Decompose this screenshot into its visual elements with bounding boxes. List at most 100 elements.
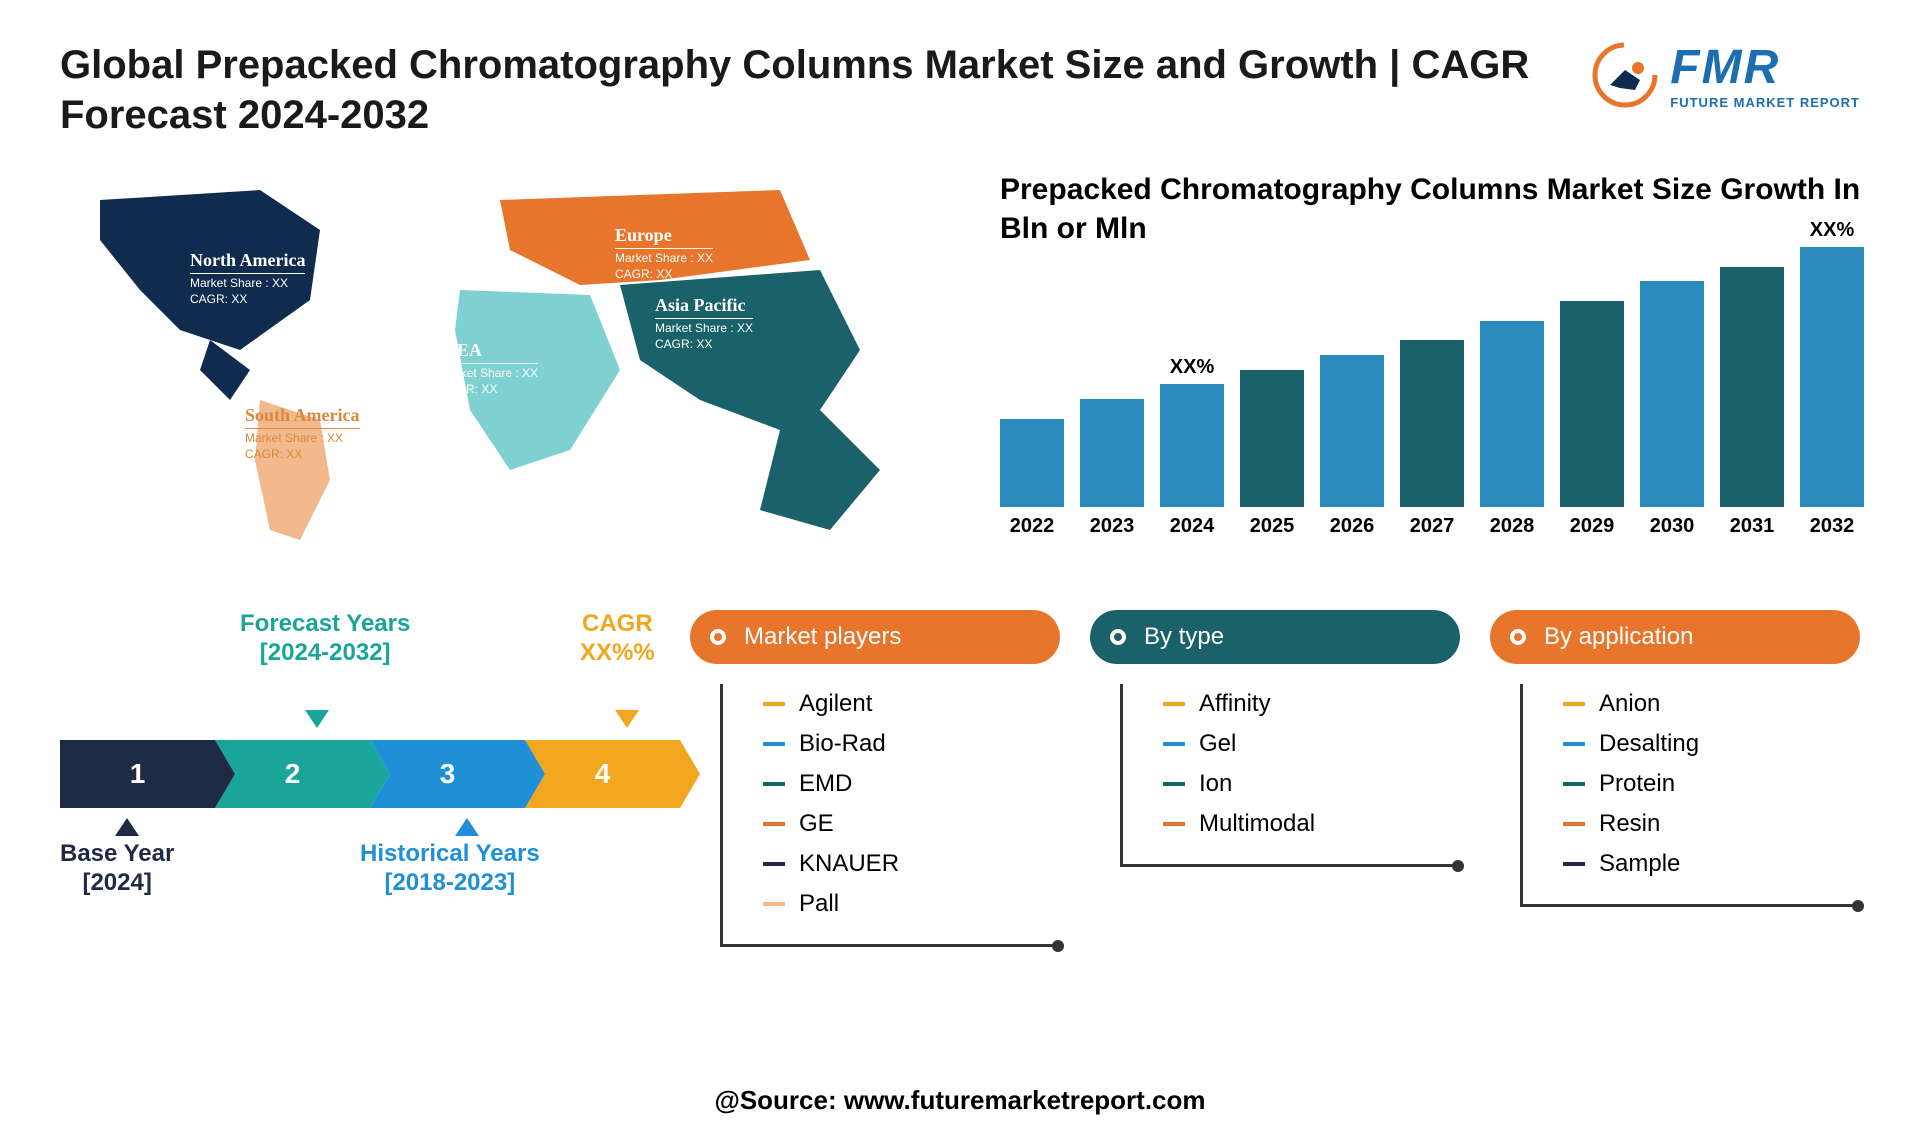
timeline-label: CAGRXX%%	[580, 610, 655, 668]
category-item-label: Affinity	[1199, 690, 1271, 718]
tick-icon	[1563, 862, 1585, 866]
category-item: Pall	[763, 884, 1040, 924]
region-label-mea: MEAMarket Share : XXCAGR: XX	[440, 340, 538, 397]
bar-2025: 2025	[1240, 370, 1304, 538]
category-item-label: Gel	[1199, 730, 1236, 758]
category-item: Protein	[1563, 764, 1840, 804]
category-item: Desalting	[1563, 724, 1840, 764]
category-item: KNAUER	[763, 844, 1040, 884]
tick-icon	[763, 862, 785, 866]
bar-2031: 2031	[1720, 267, 1784, 538]
category-item-label: Ion	[1199, 770, 1232, 798]
category-item: Gel	[1163, 724, 1440, 764]
category-item: Multimodal	[1163, 804, 1440, 844]
bar-2024: XX%2024	[1160, 384, 1224, 538]
timeline-label: Forecast Years[2024-2032]	[240, 610, 410, 668]
top-section: North AmericaMarket Share : XXCAGR: XXSo…	[60, 170, 1860, 550]
logo-subtitle: FUTURE MARKET REPORT	[1670, 95, 1860, 110]
page-title: Global Prepacked Chromatography Columns …	[60, 40, 1560, 140]
bar-rect	[1800, 247, 1864, 507]
category-item-label: Protein	[1599, 770, 1675, 798]
category-item: Sample	[1563, 844, 1840, 884]
category-item: EMD	[763, 764, 1040, 804]
tick-icon	[763, 742, 785, 746]
bar-2026: 2026	[1320, 355, 1384, 538]
bar-year-label: 2022	[1010, 515, 1055, 538]
bar-year-label: 2032	[1810, 515, 1855, 538]
category-item-label: Pall	[799, 890, 839, 918]
bottom-section: 1234 Forecast Years[2024-2032] CAGRXX%% Bas…	[60, 610, 1860, 947]
tick-icon	[1563, 782, 1585, 786]
category-by-application: By application Anion Desalting Protein Resin…	[1490, 610, 1860, 947]
dot-icon	[1510, 629, 1526, 645]
bar-2022: 2022	[1000, 419, 1064, 538]
bar-rect	[1080, 399, 1144, 507]
category-item-label: EMD	[799, 770, 852, 798]
region-label-europe: EuropeMarket Share : XXCAGR: XX	[615, 225, 713, 282]
timeline-arrow-icon	[455, 818, 479, 836]
category-item: Agilent	[763, 684, 1040, 724]
bar-year-label: 2030	[1650, 515, 1695, 538]
timeline-bar: 1234	[60, 740, 680, 808]
category-pill: By application	[1490, 610, 1860, 664]
bar-rect	[1320, 355, 1384, 507]
header: Global Prepacked Chromatography Columns …	[60, 40, 1860, 140]
bar-chart-title: Prepacked Chromatography Columns Market …	[1000, 170, 1864, 248]
timeline-arrow-icon	[305, 710, 329, 728]
category-pill: By type	[1090, 610, 1460, 664]
category-item-label: KNAUER	[799, 850, 899, 878]
tick-icon	[763, 782, 785, 786]
bar-annotation: XX%	[1170, 356, 1214, 379]
tick-icon	[1163, 782, 1185, 786]
tick-icon	[1163, 742, 1185, 746]
category-item-label: Agilent	[799, 690, 872, 718]
timeline-arrow-icon	[115, 818, 139, 836]
bar-year-label: 2031	[1730, 515, 1775, 538]
category-item: Anion	[1563, 684, 1840, 724]
category-title: By application	[1544, 623, 1693, 651]
category-item-label: Anion	[1599, 690, 1660, 718]
tick-icon	[763, 702, 785, 706]
category-item-label: Resin	[1599, 810, 1660, 838]
bar-rect	[1240, 370, 1304, 507]
tick-icon	[763, 822, 785, 826]
logo-text: FMR	[1670, 40, 1860, 95]
bar-2023: 2023	[1080, 399, 1144, 538]
bar-rect	[1720, 267, 1784, 507]
bar-year-label: 2025	[1250, 515, 1295, 538]
region-label-north-america: North AmericaMarket Share : XXCAGR: XX	[190, 250, 305, 307]
timeline-label: Base Year[2024]	[60, 840, 174, 898]
source-attribution: @Source: www.futuremarketreport.com	[714, 1085, 1205, 1116]
tick-icon	[1563, 742, 1585, 746]
bar-2032: XX%2032	[1800, 247, 1864, 538]
tick-icon	[1163, 702, 1185, 706]
bar-year-label: 2026	[1330, 515, 1375, 538]
category-by-type: By type Affinity Gel Ion Multimodal	[1090, 610, 1460, 947]
category-market-players: Market playersAgilentBio-RadEMDGEKNAUERP…	[690, 610, 1060, 947]
timeline-segment-3: 3	[370, 740, 525, 808]
category-item-label: GE	[799, 810, 834, 838]
timeline: 1234Forecast Years[2024-2032]CAGRXX%%Bas…	[60, 610, 660, 930]
bar-2027: 2027	[1400, 340, 1464, 538]
category-item-label: Sample	[1599, 850, 1680, 878]
category-list: AgilentBio-RadEMDGEKNAUERPall	[720, 684, 1060, 947]
category-pill: Market players	[690, 610, 1060, 664]
category-item: Affinity	[1163, 684, 1440, 724]
bar-2029: 2029	[1560, 301, 1624, 538]
timeline-label: Historical Years[2018-2023]	[360, 840, 540, 898]
bar-rect	[1160, 384, 1224, 507]
category-columns: Market playersAgilentBio-RadEMDGEKNAUERP…	[690, 610, 1860, 947]
timeline-segment-2: 2	[215, 740, 370, 808]
bar-chart-bars: 2022 2023XX%2024 2025 2026 2027 2028 2029 2030 2…	[1000, 258, 1864, 538]
dot-icon	[1110, 629, 1126, 645]
bar-year-label: 2027	[1410, 515, 1455, 538]
tick-icon	[763, 902, 785, 906]
category-item: Resin	[1563, 804, 1840, 844]
bar-rect	[1000, 419, 1064, 507]
category-item: GE	[763, 804, 1040, 844]
tick-icon	[1563, 702, 1585, 706]
category-item-label: Multimodal	[1199, 810, 1315, 838]
bar-year-label: 2028	[1490, 515, 1535, 538]
category-item-label: Desalting	[1599, 730, 1699, 758]
timeline-arrow-icon	[615, 710, 639, 728]
